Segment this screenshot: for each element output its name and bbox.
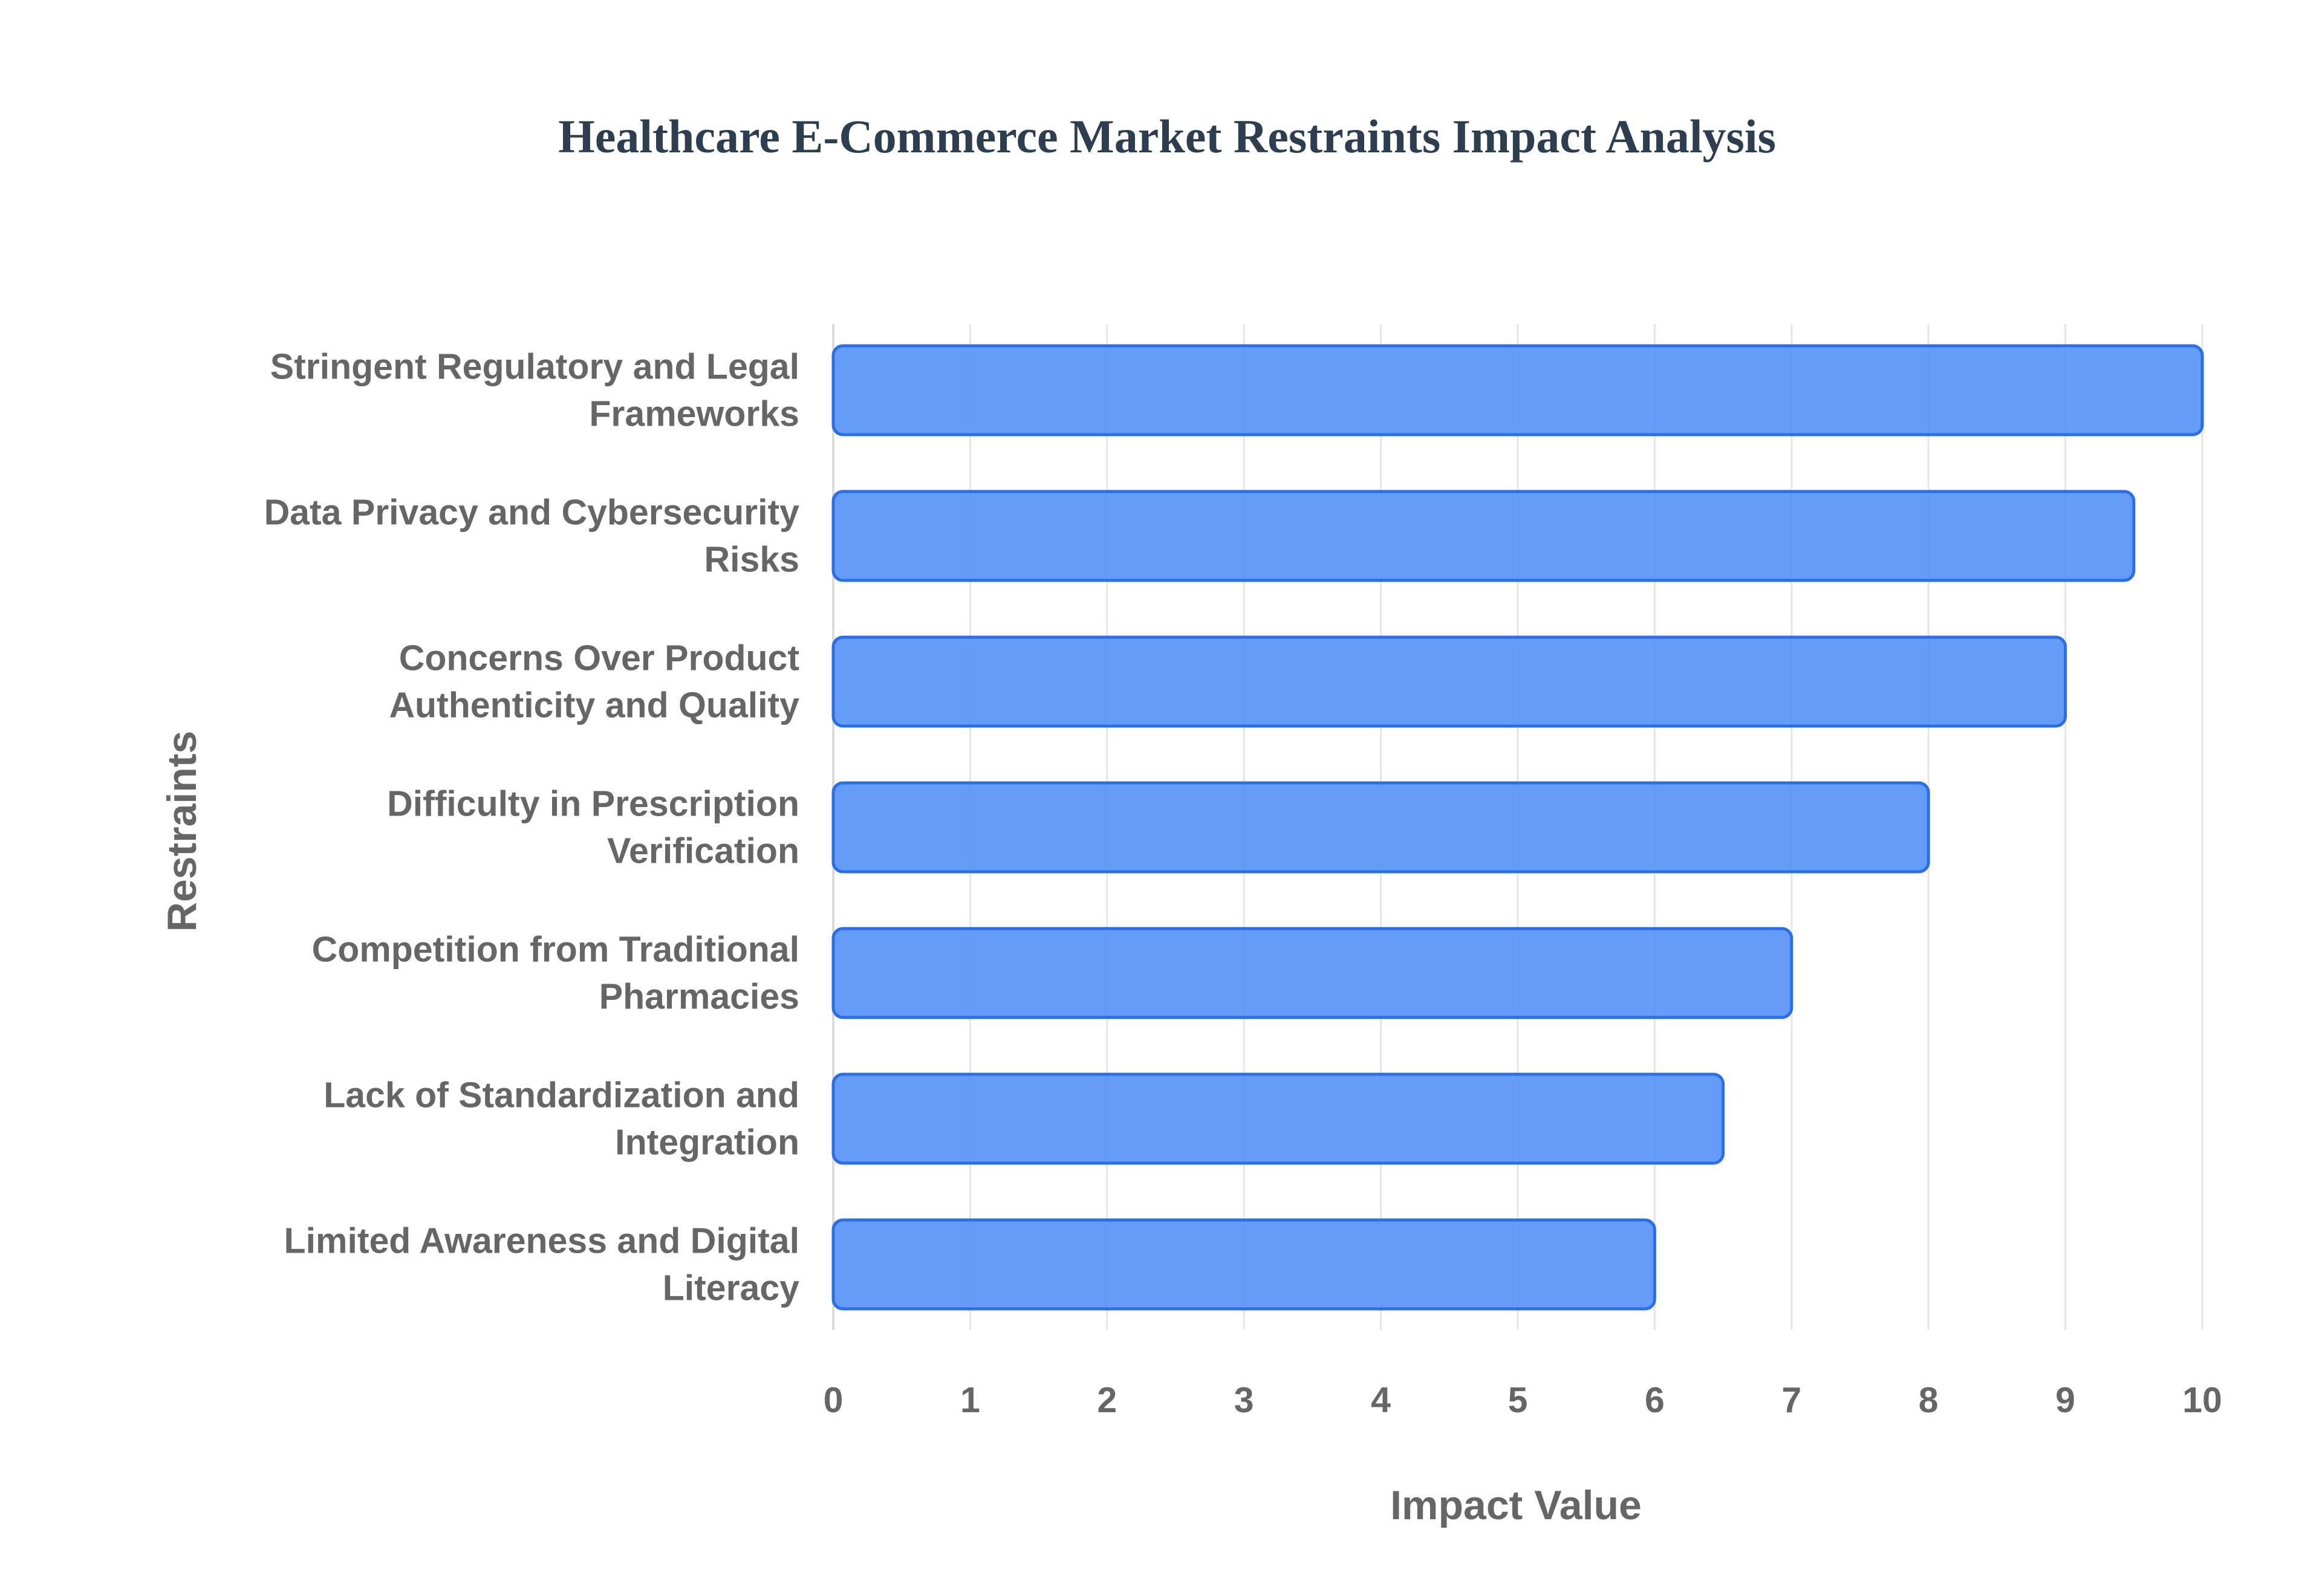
x-tick-label: 9 (2055, 1380, 2075, 1420)
bar (831, 927, 1794, 1019)
x-tick-labels: 0 1 2 3 4 5 6 7 8 9 10 (824, 1380, 2222, 1420)
category-label-line: Pharmacies (599, 977, 799, 1017)
category-label-line: Lack of Standardization and (324, 1075, 799, 1115)
category-label: Limited Awareness and Digital Literacy (284, 1221, 800, 1308)
chart-title: Healthcare E-Commerce Market Restraints … (558, 110, 1776, 163)
bar (831, 1218, 1656, 1311)
x-tick-label: 5 (1508, 1380, 1528, 1420)
category-label: Stringent Regulatory and Legal Frameworks (270, 347, 799, 434)
category-label: Difficulty in Prescription Verification (387, 784, 799, 871)
x-tick-label: 6 (1645, 1380, 1665, 1420)
bar (831, 344, 2204, 436)
category-label-line: Integration (615, 1123, 799, 1163)
x-tick-label: 4 (1371, 1380, 1391, 1420)
category-label: Data Privacy and Cybersecurity Risks (264, 493, 800, 580)
category-label-line: Frameworks (589, 394, 799, 434)
x-tick-label: 1 (960, 1380, 980, 1420)
bars (831, 344, 2204, 1311)
bar (831, 490, 2136, 582)
x-tick-label: 10 (2182, 1380, 2222, 1420)
category-label: Lack of Standardization and Integration (324, 1075, 799, 1163)
category-label-line: Risks (704, 540, 799, 580)
category-label-line: Competition from Traditional (312, 930, 799, 970)
x-axis-title: Impact Value (1390, 1482, 1642, 1528)
y-axis-title: Restraints (159, 731, 205, 932)
category-labels: Stringent Regulatory and Legal Frameworks… (264, 347, 800, 1308)
category-label-line: Limited Awareness and Digital (284, 1221, 799, 1261)
x-tick-label: 3 (1234, 1380, 1254, 1420)
category-label: Concerns Over Product Authenticity and Qu… (389, 638, 799, 725)
bar (831, 635, 2067, 728)
category-label-line: Literacy (663, 1268, 799, 1308)
x-tick-label: 0 (824, 1380, 844, 1420)
category-label-line: Difficulty in Prescription (387, 784, 799, 824)
x-tick-label: 8 (1919, 1380, 1939, 1420)
bar (831, 781, 1930, 874)
category-label-line: Verification (607, 831, 799, 871)
category-label-line: Stringent Regulatory and Legal (270, 347, 799, 387)
x-tick-label: 2 (1097, 1380, 1117, 1420)
bar (831, 1072, 1725, 1165)
category-label-line: Authenticity and Quality (389, 686, 799, 725)
category-label-line: Concerns Over Product (399, 638, 799, 678)
category-label-line: Data Privacy and Cybersecurity (264, 493, 800, 533)
category-label: Competition from Traditional Pharmacies (312, 930, 799, 1017)
x-tick-label: 7 (1781, 1380, 1801, 1420)
